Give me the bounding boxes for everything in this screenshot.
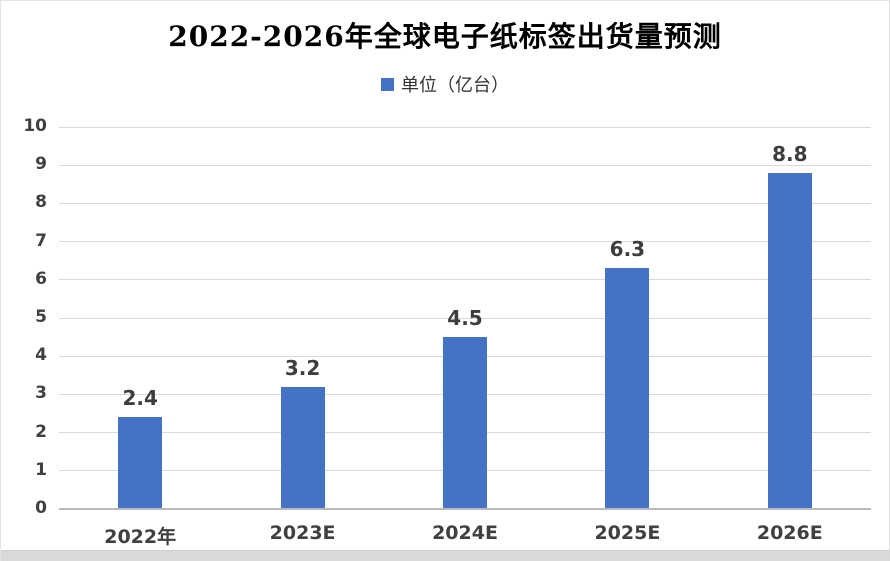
gridline [59,164,871,166]
bar-2022年 [118,417,163,509]
x-tick-label: 2022年 [104,526,177,548]
chart-title: 2022-2026年全球电子纸标签出货量预测 [168,20,722,53]
y-tick-label: 4 [35,345,47,366]
x-tick-label: 2023E [269,522,336,544]
y-tick-label: 10 [23,116,47,136]
y-tick-label: 5 [35,307,47,327]
bottom-border-strip [1,550,889,561]
gridline [59,317,871,319]
bar-2023E [280,386,325,509]
gridline [59,126,871,128]
bar-value-label: 6.3 [609,237,646,262]
bar-value-label: 8.8 [772,141,808,166]
y-tick-label: 8 [35,192,47,213]
x-tick-label: 2025E [594,522,661,544]
plot-area: 2.4 3.2 4.5 6.3 8.8 [59,126,871,510]
y-tick-label: 6 [35,268,47,289]
legend-swatch-icon [381,77,394,91]
y-tick-label: 2 [35,421,47,442]
y-tick-label: 3 [35,383,47,404]
x-tick-label: 2026E [756,522,823,544]
bar-value-label: 4.5 [447,306,483,331]
x-axis-line [59,508,871,510]
legend: 单位（亿台） [1,71,889,97]
bar-value-label: 3.2 [284,355,321,380]
y-tick-label: 0 [35,498,47,518]
gridline [59,241,871,243]
gridline [59,279,871,281]
bar-value-label: 2.4 [122,386,158,411]
x-tick-label: 2024E [432,522,498,544]
y-tick-label: 9 [35,154,47,175]
y-tick-label: 1 [35,459,47,480]
gridline [59,202,871,204]
bar-2026E [767,172,812,509]
bar-2025E [605,268,650,509]
y-tick-label: 7 [35,230,47,251]
legend-label: 单位（亿台） [401,75,509,96]
bar-2024E [443,337,487,509]
